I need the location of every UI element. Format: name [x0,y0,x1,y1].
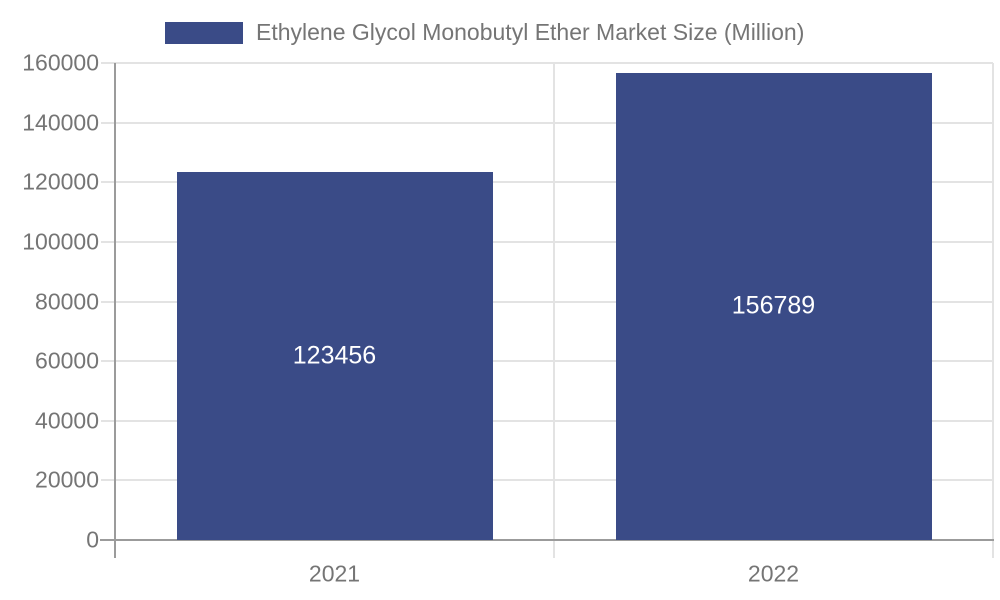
bar-value-label: 123456 [292,341,377,370]
y-axis-tick [101,121,115,124]
legend-label: Ethylene Glycol Monobutyl Ether Market S… [256,19,805,45]
y-tick-label: 20000 [35,466,99,493]
bar-2022[interactable] [615,72,932,540]
y-axis-tick [101,181,115,184]
x-tick-label: 2022 [747,560,800,587]
y-axis-tick [101,479,115,482]
y-axis-tick [101,240,115,243]
y-axis-line [114,63,116,558]
y-tick-label: 60000 [35,347,99,374]
y-tick-label: 0 [86,526,99,553]
y-axis-tick [101,300,115,303]
y-tick-label: 120000 [22,168,99,195]
x-axis-line [100,539,994,541]
gridline-x [992,63,994,540]
y-tick-label: 100000 [22,228,99,255]
legend-swatch-icon [165,21,243,44]
y-axis-tick [101,419,115,422]
y-axis-tick [101,62,115,64]
legend-item[interactable]: Ethylene Glycol Monobutyl Ether Market S… [165,21,804,44]
bar-value-label: 156789 [731,291,816,320]
bar-2021[interactable] [176,171,493,540]
gridline-x [553,63,555,540]
y-tick-label: 40000 [35,407,99,434]
y-tick-label: 140000 [22,109,99,136]
x-axis-tick [553,540,555,558]
y-tick-label: 160000 [22,49,99,76]
x-tick-label: 2021 [308,560,361,587]
y-tick-label: 80000 [35,288,99,314]
y-axis-tick [101,360,115,363]
x-axis-tick [992,540,994,558]
